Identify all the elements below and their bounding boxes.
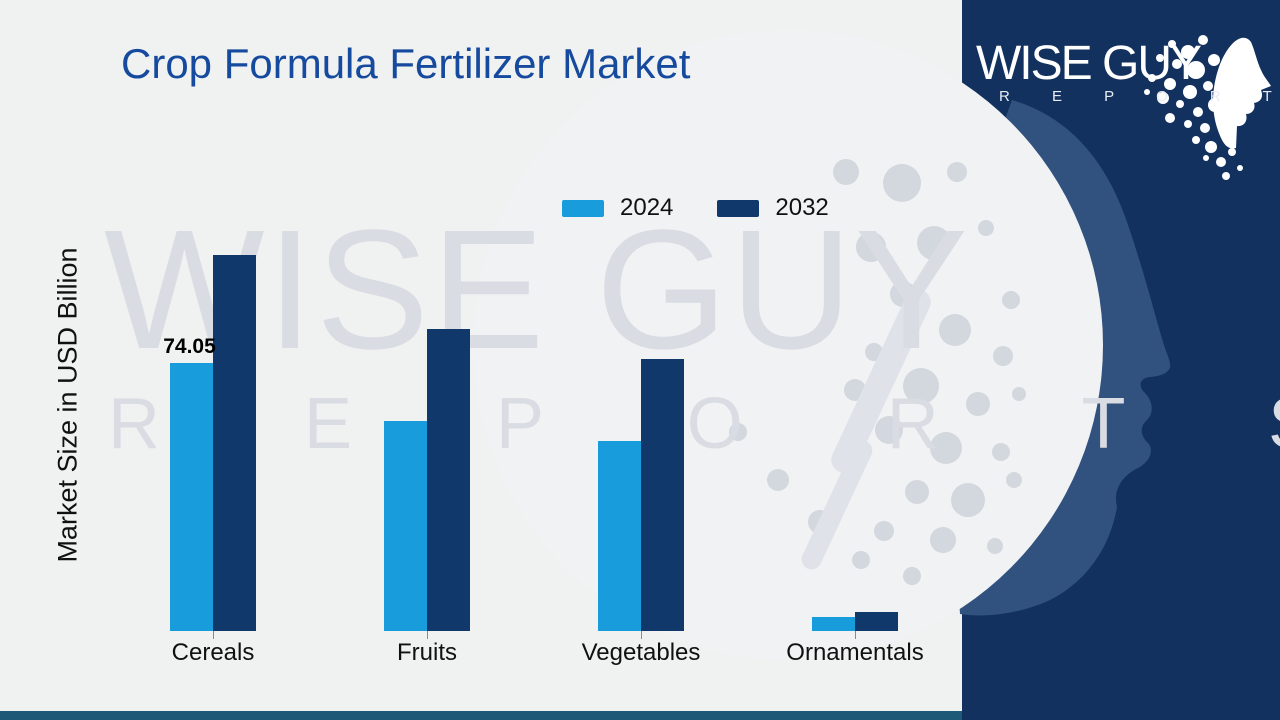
bar-2024-cereals xyxy=(170,363,213,631)
bar-chart: Cereals Fruits Vegetables Ornamentals 74.05 xyxy=(100,233,960,666)
legend-label-2024: 2024 xyxy=(620,194,674,221)
bar-2032-ornamentals xyxy=(855,612,898,631)
bar-2032-cereals xyxy=(213,255,256,631)
category-label-fruits: Fruits xyxy=(397,639,457,666)
bar-2024-ornamentals xyxy=(812,617,855,631)
bar-2024-fruits xyxy=(384,421,427,631)
y-axis-label: Market Size in USD Billion xyxy=(52,247,83,563)
x-axis-tick xyxy=(212,631,214,639)
legend-swatch-2032 xyxy=(717,199,760,217)
category-label-ornamentals: Ornamentals xyxy=(786,639,924,666)
bar-2024-vegetables xyxy=(598,441,641,631)
x-axis-tick xyxy=(426,631,428,639)
watermark-reports-line: R E P O R T S xyxy=(108,384,1280,464)
category-label-vegetables: Vegetables xyxy=(581,639,701,666)
x-axis-tick xyxy=(640,631,642,639)
logo-wordmark: WISE GUY xyxy=(976,37,1202,90)
brand-panel xyxy=(962,0,1280,720)
legend-swatch-2024 xyxy=(562,199,604,217)
page-title: Crop Formula Fertilizer Market xyxy=(121,40,691,87)
value-label-cereals: 74.05 xyxy=(163,335,216,358)
bar-2032-vegetables xyxy=(641,359,684,631)
legend-label-2032: 2032 xyxy=(775,194,829,221)
chart-legend: 2024 2032 xyxy=(562,194,829,222)
category-label-cereals: Cereals xyxy=(171,639,255,666)
logo-reports-line: R E P O R T S xyxy=(999,88,1280,105)
bar-2032-fruits xyxy=(427,329,470,631)
bottom-accent-strip xyxy=(0,711,1280,720)
x-axis-tick xyxy=(854,631,856,639)
